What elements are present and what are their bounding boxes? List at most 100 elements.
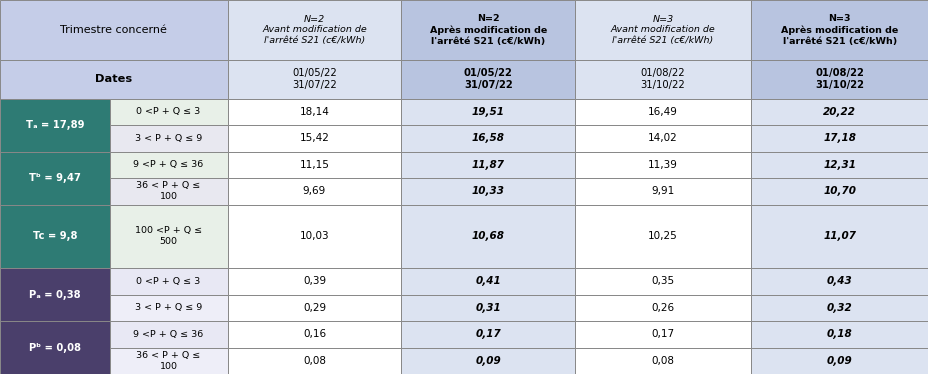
Text: 36 < P + Q ≤
100: 36 < P + Q ≤ 100 [136,351,200,371]
Text: N=3
Après modification de
l'arrêté S21 (c€/kWh): N=3 Après modification de l'arrêté S21 (… [780,15,897,46]
Bar [401,294,574,321]
Text: 0,29: 0,29 [303,303,326,313]
Text: Tₐ = 17,89: Tₐ = 17,89 [26,120,84,130]
Text: 01/05/22
31/07/22: 01/05/22 31/07/22 [463,68,512,90]
Bar [574,60,750,99]
Bar [110,99,227,125]
Bar [401,205,574,268]
Text: 0,41: 0,41 [475,276,500,286]
Text: 10,70: 10,70 [822,186,856,196]
Text: Trimestre concerné: Trimestre concerné [60,25,167,35]
Bar [0,321,110,374]
Bar [401,321,574,347]
Bar [110,205,227,268]
Text: 0,31: 0,31 [475,303,500,313]
Text: 3 < P + Q ≤ 9: 3 < P + Q ≤ 9 [135,134,202,143]
Text: 11,87: 11,87 [471,160,504,170]
Text: Dates: Dates [96,74,132,84]
Text: 0,17: 0,17 [475,329,500,339]
Text: 0 <P + Q ≤ 3: 0 <P + Q ≤ 3 [136,107,200,116]
Text: 0 <P + Q ≤ 3: 0 <P + Q ≤ 3 [136,277,200,286]
Text: 0,18: 0,18 [826,329,852,339]
Text: 10,25: 10,25 [647,231,677,241]
Bar [750,99,928,125]
Text: 11,07: 11,07 [822,231,856,241]
Bar [110,347,227,374]
Bar [750,151,928,178]
Bar [574,151,750,178]
Bar [110,151,227,178]
Text: 17,18: 17,18 [822,134,856,143]
Text: 100 <P + Q ≤
500: 100 <P + Q ≤ 500 [135,226,202,246]
Bar [750,321,928,347]
Bar [110,178,227,205]
Bar [574,294,750,321]
Bar [227,321,401,347]
Bar [750,125,928,151]
Bar [227,268,401,294]
Text: Tc = 9,8: Tc = 9,8 [32,231,77,241]
Bar [0,0,227,60]
Text: N=2
Après modification de
l'arrêté S21 (c€/kWh): N=2 Après modification de l'arrêté S21 (… [429,15,547,46]
Text: 16,58: 16,58 [471,134,504,143]
Text: 9 <P + Q ≤ 36: 9 <P + Q ≤ 36 [134,330,203,339]
Text: 10,33: 10,33 [471,186,504,196]
Text: 14,02: 14,02 [647,134,677,143]
Text: 9,69: 9,69 [303,186,326,196]
Text: 10,68: 10,68 [471,231,504,241]
Text: 01/05/22
31/07/22: 01/05/22 31/07/22 [291,68,337,90]
Bar [750,205,928,268]
Bar [0,99,110,151]
Text: Tᵇ = 9,47: Tᵇ = 9,47 [29,173,81,183]
Bar [110,125,227,151]
Text: 0,17: 0,17 [651,329,674,339]
Text: 16,49: 16,49 [647,107,677,117]
Text: 0,08: 0,08 [303,356,326,366]
Text: 3 < P + Q ≤ 9: 3 < P + Q ≤ 9 [135,303,202,312]
Bar [227,205,401,268]
Bar [110,294,227,321]
Bar [574,347,750,374]
Bar [401,268,574,294]
Bar [0,60,227,99]
Bar [574,268,750,294]
Text: 0,09: 0,09 [475,356,500,366]
Bar [750,268,928,294]
Text: 11,15: 11,15 [299,160,329,170]
Bar [574,99,750,125]
Text: 11,39: 11,39 [647,160,677,170]
Text: 0,35: 0,35 [651,276,674,286]
Bar [0,151,110,205]
Text: N=3
Avant modification de
l'arrêté S21 (c€/kWh): N=3 Avant modification de l'arrêté S21 (… [610,15,715,45]
Bar [110,321,227,347]
Bar [750,178,928,205]
Bar [227,0,401,60]
Text: 0,08: 0,08 [651,356,674,366]
Text: 0,43: 0,43 [826,276,852,286]
Bar [227,125,401,151]
Bar [574,321,750,347]
Bar [574,0,750,60]
Bar [401,347,574,374]
Text: 0,39: 0,39 [303,276,326,286]
Bar [574,178,750,205]
Bar [227,294,401,321]
Bar [401,178,574,205]
Text: 36 < P + Q ≤
100: 36 < P + Q ≤ 100 [136,181,200,201]
Bar [750,60,928,99]
Text: 9 <P + Q ≤ 36: 9 <P + Q ≤ 36 [134,160,203,169]
Text: 18,14: 18,14 [299,107,329,117]
Text: 01/08/22
31/10/22: 01/08/22 31/10/22 [639,68,685,90]
Text: 0,26: 0,26 [651,303,674,313]
Bar [574,125,750,151]
Bar [401,0,574,60]
Text: 01/08/22
31/10/22: 01/08/22 31/10/22 [815,68,863,90]
Text: 9,91: 9,91 [651,186,674,196]
Text: Pₐ = 0,38: Pₐ = 0,38 [29,289,81,300]
Bar [401,99,574,125]
Bar [110,268,227,294]
Text: N=2
Avant modification de
l'arrêté S21 (c€/kWh): N=2 Avant modification de l'arrêté S21 (… [262,15,367,45]
Bar [750,0,928,60]
Text: 0,32: 0,32 [826,303,852,313]
Bar [574,205,750,268]
